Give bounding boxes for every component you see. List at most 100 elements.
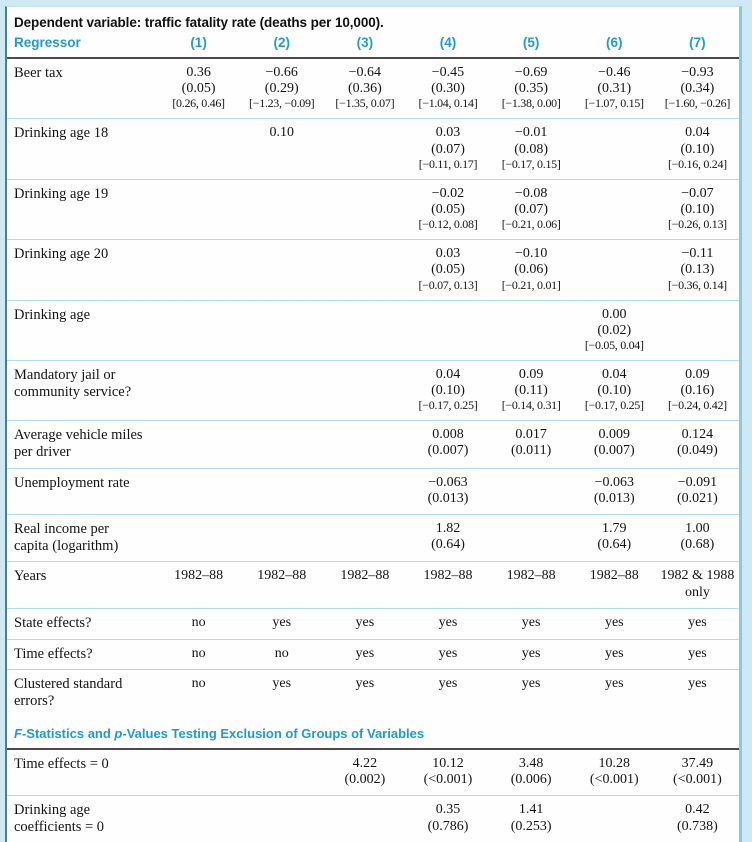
value-cell [490, 300, 573, 360]
value-cell: 1.41 (0.253) [510, 802, 552, 834]
fsection-title: F-Statistics and p-Values Testing Exclus… [7, 717, 739, 749]
header-row: Regressor (1) (2) (3) (4) (5) (6) (7) [7, 33, 739, 58]
value-cell: no [191, 614, 206, 630]
value-cell [240, 240, 323, 300]
value-cell: 0.124 (0.049) [677, 427, 718, 459]
value-cell [323, 360, 406, 420]
value-cell: yes [355, 614, 375, 630]
value-cell: 0.04 (0.10) [−0.17, 0.25] [584, 366, 644, 413]
value-cell: yes [604, 676, 624, 692]
value-cell: −0.45 (0.30) [−1.04, 0.14] [418, 65, 478, 111]
table-row: Unemployment rate −0.063 (0.013) −0.063 (0.0… [7, 468, 739, 514]
table-card: Dependent variable: traffic fatality rat… [5, 6, 742, 842]
value-cell [240, 468, 323, 514]
row-label: Beer tax [14, 65, 63, 81]
table-row: Beer tax 0.36 (0.05) [0.26, 0.46] −0.66 (0.29… [7, 58, 739, 119]
value-cell: 0.42 (0.738) [677, 802, 718, 834]
value-cell: yes [438, 645, 458, 661]
fsection-title-f: F [14, 725, 22, 741]
fstatistics-section: F-Statistics and p-Values Testing Exclus… [7, 717, 739, 749]
value-cell: 0.10 [269, 125, 294, 141]
row-label: Time effects? [14, 645, 93, 662]
value-cell: 3.48 (0.006) [510, 755, 552, 788]
value-cell: 1.79 (0.64) [597, 521, 632, 553]
column-header-4: (4) [439, 35, 457, 50]
value-cell: 0.009 (0.007) [593, 427, 635, 459]
value-cell: −0.02 (0.05) [−0.12, 0.08] [418, 185, 478, 232]
value-cell: −0.063 (0.013) [593, 474, 635, 506]
value-cell: 0.04 (0.10) [−0.17, 0.25] [418, 366, 478, 413]
value-cell: 10.28 (<0.001) [589, 755, 639, 788]
value-cell: 0.09 (0.11) [−0.14, 0.31] [501, 366, 561, 413]
fstatistics-rows: Time effects = 0 4.22 (0.002) 10.12 (<0.001)… [7, 748, 739, 842]
value-cell [323, 240, 406, 300]
table-row: Drinking age 19 −0.02 (0.05) [−0.12, 0.08] −… [7, 179, 739, 239]
value-cell [323, 300, 406, 360]
value-cell: yes [521, 614, 541, 630]
value-cell: 1982–88 [340, 568, 390, 584]
value-cell [240, 796, 323, 842]
value-cell: yes [438, 676, 458, 692]
table-row: State effects? no yes yes yes yes yes yes [7, 608, 739, 639]
row-label: Drinking age coefficients = 0 [14, 802, 105, 835]
value-cell: yes [272, 676, 292, 692]
value-cell [573, 119, 656, 179]
table-row: Drinking age coefficients = 0 0.35 (0.786) 1… [7, 795, 739, 842]
value-cell [157, 360, 240, 420]
row-label: Drinking age 20 [14, 246, 109, 263]
value-cell: −0.01 (0.08) [−0.17, 0.15] [501, 125, 561, 171]
value-cell [406, 300, 489, 360]
table-header: Regressor (1) (2) (3) (4) (5) (6) (7) [7, 33, 739, 58]
row-label: Drinking age [14, 306, 91, 323]
table-row: Time effects? no no yes yes yes yes yes [7, 639, 739, 670]
value-cell: 0.017 (0.011) [510, 427, 552, 459]
table-row: Time effects = 0 4.22 (0.002) 10.12 (<0.001)… [7, 748, 739, 796]
value-cell: 1.82 (0.64) [431, 521, 465, 553]
value-cell: yes [438, 614, 458, 630]
table-title: Dependent variable: traffic fatality rat… [14, 15, 384, 30]
value-cell: 1982–88 [174, 568, 224, 584]
value-cell: no [274, 645, 289, 661]
value-cell: 0.03 (0.07) [−0.11, 0.17] [418, 125, 478, 171]
row-label: Mandatory jail or community service? [14, 366, 132, 400]
row-label: Drinking age 19 [14, 185, 109, 202]
value-cell: −0.69 (0.35) [−1.38, 0.00] [501, 65, 561, 111]
value-cell: no [191, 676, 206, 692]
table-row: Drinking age 20 0.03 (0.05) [−0.07, 0.13] −0… [7, 239, 739, 300]
value-cell [157, 119, 240, 179]
value-cell: 1982 & 1988 only [660, 568, 735, 600]
value-cell [240, 179, 323, 239]
value-cell [573, 240, 656, 300]
value-cell [323, 796, 406, 842]
table-row: Clustered standard errors? no yes yes yes yes y… [7, 669, 739, 717]
value-cell [323, 515, 406, 562]
value-cell [240, 300, 323, 360]
value-cell: −0.063 (0.013) [427, 474, 469, 506]
value-cell [157, 300, 240, 360]
value-cell: 0.00 (0.02) [−0.05, 0.04] [584, 306, 644, 352]
row-label: Clustered standard errors? [14, 676, 123, 709]
value-cell [656, 300, 739, 360]
row-label: Unemployment rate [14, 474, 130, 491]
table-row: Drinking age 0.00 (0.02) [−0.05, 0.04] [7, 300, 739, 360]
value-cell [240, 421, 323, 468]
value-cell: −0.93 (0.34) [−1.60, −0.26] [664, 65, 731, 111]
value-cell: −0.08 (0.07) [−0.21, 0.06] [501, 185, 561, 232]
value-cell: −0.10 (0.06) [−0.21, 0.01] [501, 246, 561, 292]
value-cell: 1982–88 [506, 568, 556, 584]
table-row: Drinking age 18 0.10 0.03 (0.07) [−0.11, 0.1… [7, 118, 739, 179]
value-cell: yes [521, 676, 541, 692]
value-cell: yes [521, 645, 541, 661]
value-cell [157, 421, 240, 468]
value-cell [323, 468, 406, 514]
value-cell: 1.00 (0.68) [680, 521, 715, 553]
value-cell [157, 796, 240, 842]
value-cell: 4.22 (0.002) [344, 755, 386, 788]
value-cell: 1982–88 [589, 568, 639, 584]
value-cell [240, 360, 323, 420]
value-cell: yes [688, 676, 707, 692]
value-cell: −0.07 (0.10) [−0.26, 0.13] [667, 185, 727, 232]
row-label: Real income per capita (logarithm) [14, 521, 119, 554]
row-label: State effects? [14, 614, 92, 631]
